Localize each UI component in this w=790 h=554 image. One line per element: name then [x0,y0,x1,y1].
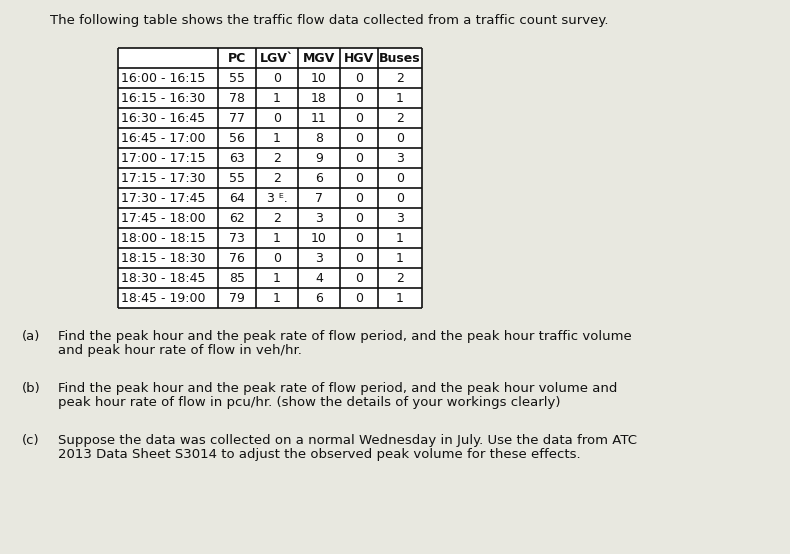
Text: Find the peak hour and the peak rate of flow period, and the peak hour traffic v: Find the peak hour and the peak rate of … [58,330,632,343]
Text: 2013 Data Sheet S3014 to adjust the observed peak volume for these effects.: 2013 Data Sheet S3014 to adjust the obse… [58,448,581,461]
Text: 7: 7 [315,192,323,204]
Text: 1: 1 [396,291,404,305]
Bar [118,48,422,308]
Text: 0: 0 [273,252,281,264]
Text: 17:45 - 18:00: 17:45 - 18:00 [121,212,205,224]
Text: 1: 1 [273,291,281,305]
Text: 17:30 - 17:45: 17:30 - 17:45 [121,192,205,204]
Text: 79: 79 [229,291,245,305]
Text: 0: 0 [355,111,363,125]
Text: 1: 1 [396,91,404,105]
Text: 17:00 - 17:15: 17:00 - 17:15 [121,151,205,165]
Text: 0: 0 [355,212,363,224]
Text: 2: 2 [396,71,404,85]
Text: 0: 0 [396,192,404,204]
Text: 77: 77 [229,111,245,125]
Text: 1: 1 [396,232,404,244]
Text: HGV: HGV [344,52,374,64]
Text: 9: 9 [315,151,323,165]
Text: 73: 73 [229,232,245,244]
Text: 55: 55 [229,71,245,85]
Text: 10: 10 [311,71,327,85]
Text: 0: 0 [273,111,281,125]
Text: 18:45 - 19:00: 18:45 - 19:00 [121,291,205,305]
Text: 17:15 - 17:30: 17:15 - 17:30 [121,172,205,184]
Text: 6: 6 [315,291,323,305]
Text: 16:45 - 17:00: 16:45 - 17:00 [121,131,205,145]
Text: 2: 2 [273,172,281,184]
Text: 2: 2 [273,151,281,165]
Text: 1: 1 [273,131,281,145]
Text: 18:00 - 18:15: 18:00 - 18:15 [121,232,205,244]
Text: 16:30 - 16:45: 16:30 - 16:45 [121,111,205,125]
Text: 18:30 - 18:45: 18:30 - 18:45 [121,271,205,285]
Text: 0: 0 [273,71,281,85]
Text: (c): (c) [22,434,40,447]
Text: 3: 3 [396,212,404,224]
Text: The following table shows the traffic flow data collected from a traffic count s: The following table shows the traffic fl… [50,14,608,27]
Text: 18: 18 [311,91,327,105]
Text: 1: 1 [273,271,281,285]
Text: 0: 0 [355,232,363,244]
Text: 11: 11 [311,111,327,125]
Text: and peak hour rate of flow in veh/hr.: and peak hour rate of flow in veh/hr. [58,344,302,357]
Text: PC: PC [228,52,246,64]
Text: 1: 1 [396,252,404,264]
Text: 8: 8 [315,131,323,145]
Text: (a): (a) [22,330,40,343]
Text: peak hour rate of flow in pcu/hr. (show the details of your workings clearly): peak hour rate of flow in pcu/hr. (show … [58,396,560,409]
Text: 85: 85 [229,271,245,285]
Text: 0: 0 [355,172,363,184]
Text: 16:15 - 16:30: 16:15 - 16:30 [121,91,205,105]
Text: MGV: MGV [303,52,335,64]
Text: 18:15 - 18:30: 18:15 - 18:30 [121,252,205,264]
Text: 62: 62 [229,212,245,224]
Text: 3: 3 [315,252,323,264]
Text: 0: 0 [396,172,404,184]
Text: 1: 1 [273,91,281,105]
Text: 3 ᴱ.: 3 ᴱ. [267,192,288,204]
Text: 4: 4 [315,271,323,285]
Text: 56: 56 [229,131,245,145]
Text: 63: 63 [229,151,245,165]
Text: Buses: Buses [379,52,421,64]
Text: 0: 0 [355,252,363,264]
Text: 0: 0 [396,131,404,145]
Text: 0: 0 [355,91,363,105]
Text: 0: 0 [355,192,363,204]
Text: 0: 0 [355,151,363,165]
Text: 0: 0 [355,291,363,305]
Text: Find the peak hour and the peak rate of flow period, and the peak hour volume an: Find the peak hour and the peak rate of … [58,382,617,395]
Text: 2: 2 [273,212,281,224]
Text: 0: 0 [355,271,363,285]
Text: 1: 1 [273,232,281,244]
Text: (b): (b) [22,382,41,395]
Text: 64: 64 [229,192,245,204]
Text: 78: 78 [229,91,245,105]
Text: LGV`: LGV` [260,52,294,64]
Text: 0: 0 [355,131,363,145]
Text: Suppose the data was collected on a normal Wednesday in July. Use the data from : Suppose the data was collected on a norm… [58,434,637,447]
Text: 2: 2 [396,111,404,125]
Text: 2: 2 [396,271,404,285]
Text: 16:00 - 16:15: 16:00 - 16:15 [121,71,205,85]
Text: 0: 0 [355,71,363,85]
Text: 10: 10 [311,232,327,244]
Text: 3: 3 [315,212,323,224]
Text: 76: 76 [229,252,245,264]
Text: 6: 6 [315,172,323,184]
Text: 55: 55 [229,172,245,184]
Text: 3: 3 [396,151,404,165]
